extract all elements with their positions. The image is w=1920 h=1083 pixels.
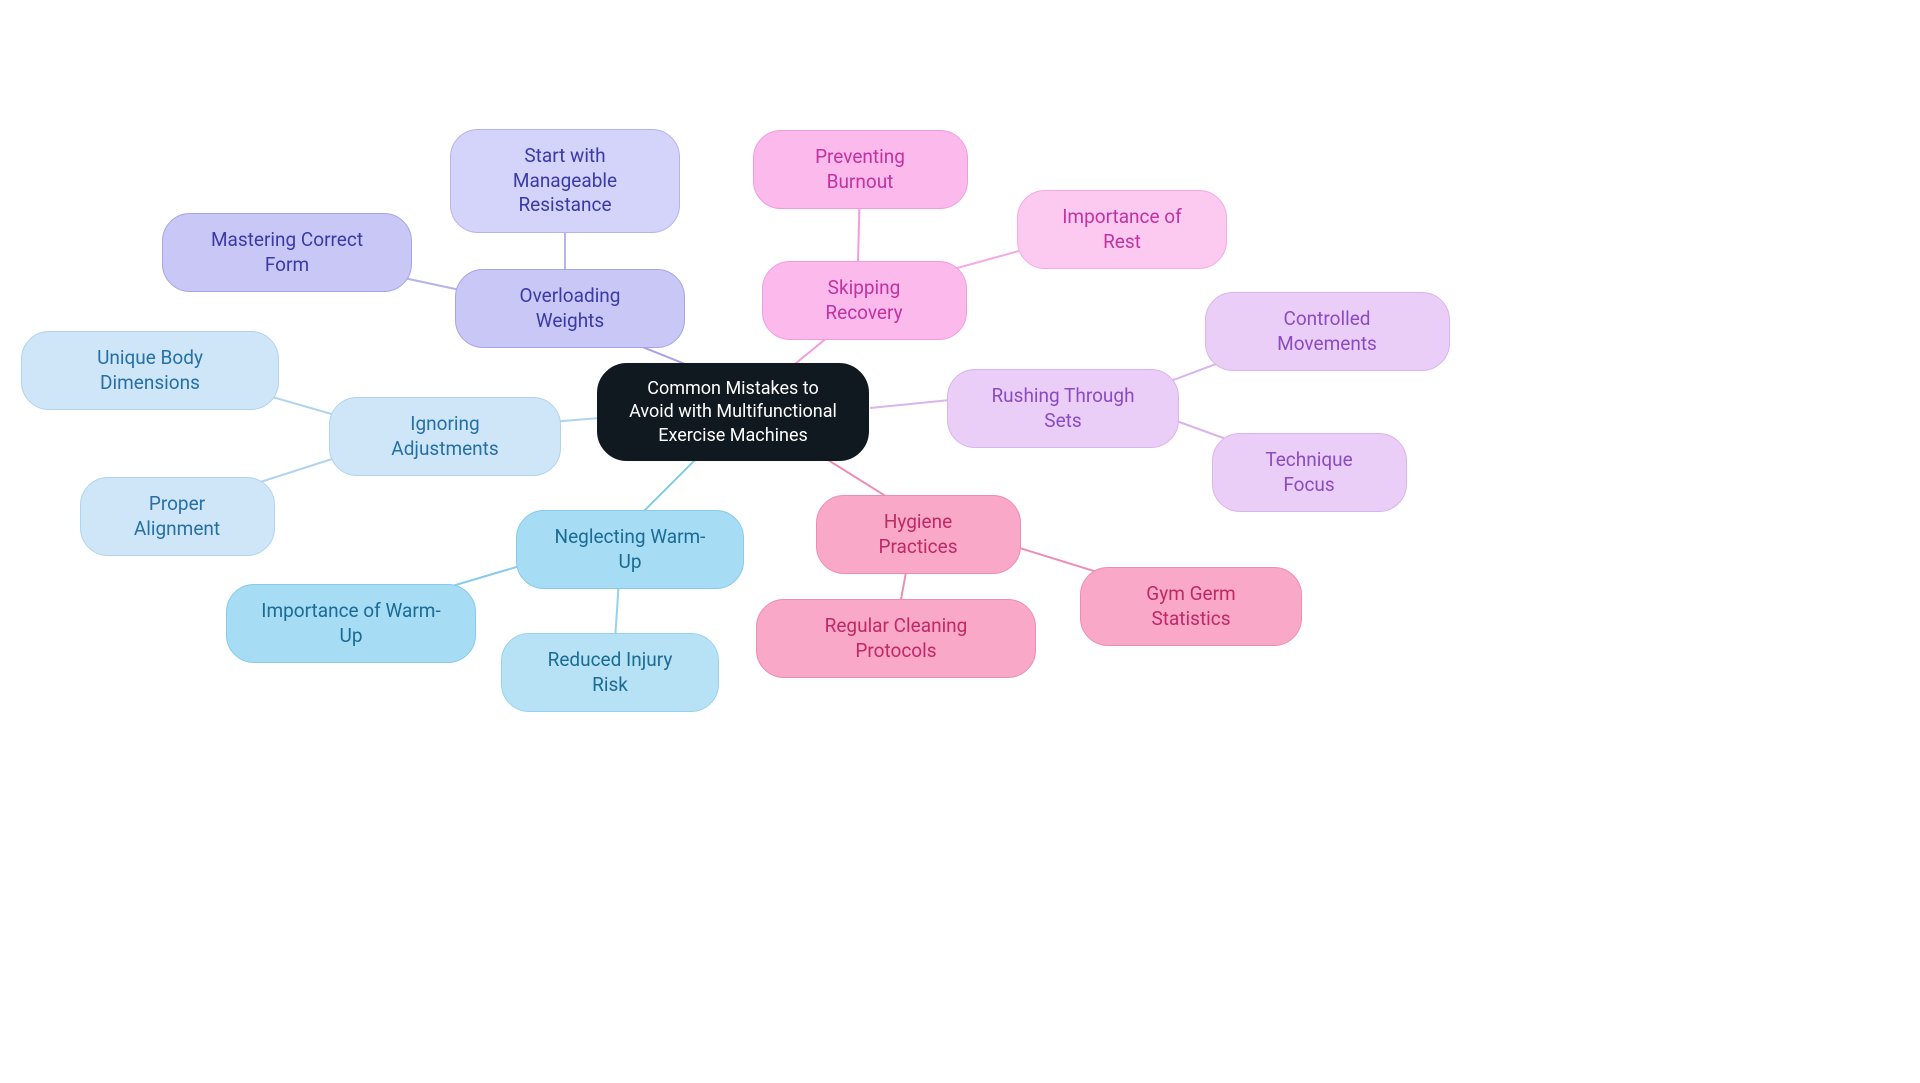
node-rest: Importance of Rest <box>1017 190 1227 269</box>
node-cleaning: Regular Cleaning Protocols <box>756 599 1036 678</box>
node-hygiene: Hygiene Practices <box>816 495 1021 574</box>
node-burnout: Preventing Burnout <box>753 130 968 209</box>
node-label: Mastering Correct Form <box>191 228 383 277</box>
node-label: Rushing Through Sets <box>976 384 1150 433</box>
node-rushing: Rushing Through Sets <box>947 369 1179 448</box>
node-label: Ignoring Adjustments <box>358 412 532 461</box>
node-controlled: Controlled Movements <box>1205 292 1450 371</box>
node-label: Unique Body Dimensions <box>50 346 250 395</box>
node-label: Reduced Injury Risk <box>530 648 690 697</box>
node-label: Controlled Movements <box>1234 307 1421 356</box>
center-node: Common Mistakes to Avoid with Multifunct… <box>597 363 869 461</box>
node-alignment: Proper Alignment <box>80 477 275 556</box>
node-label: Technique Focus <box>1241 448 1378 497</box>
node-label: Overloading Weights <box>484 284 656 333</box>
node-injury: Reduced Injury Risk <box>501 633 719 712</box>
node-label: Hygiene Practices <box>845 510 992 559</box>
node-label: Gym Germ Statistics <box>1109 582 1273 631</box>
node-label: Skipping Recovery <box>791 276 938 325</box>
edge-center-warmup <box>640 460 695 515</box>
center-label: Common Mistakes to Avoid with Multifunct… <box>626 377 840 447</box>
node-form: Mastering Correct Form <box>162 213 412 292</box>
node-overloading: Overloading Weights <box>455 269 685 348</box>
node-manageable: Start with Manageable Resistance <box>450 129 680 233</box>
node-label: Proper Alignment <box>109 492 246 541</box>
node-technique: Technique Focus <box>1212 433 1407 512</box>
node-label: Regular Cleaning Protocols <box>785 614 1007 663</box>
node-skipping: Skipping Recovery <box>762 261 967 340</box>
edge-center-rushing <box>870 400 950 408</box>
node-warmup: Neglecting Warm-Up <box>516 510 744 589</box>
node-label: Neglecting Warm-Up <box>545 525 715 574</box>
node-label: Importance of Rest <box>1046 205 1198 254</box>
node-label: Start with Manageable Resistance <box>479 144 651 218</box>
node-label: Preventing Burnout <box>782 145 939 194</box>
node-importance-warmup: Importance of Warm-Up <box>226 584 476 663</box>
node-germs: Gym Germ Statistics <box>1080 567 1302 646</box>
node-label: Importance of Warm-Up <box>255 599 447 648</box>
node-dimensions: Unique Body Dimensions <box>21 331 279 410</box>
node-ignoring: Ignoring Adjustments <box>329 397 561 476</box>
